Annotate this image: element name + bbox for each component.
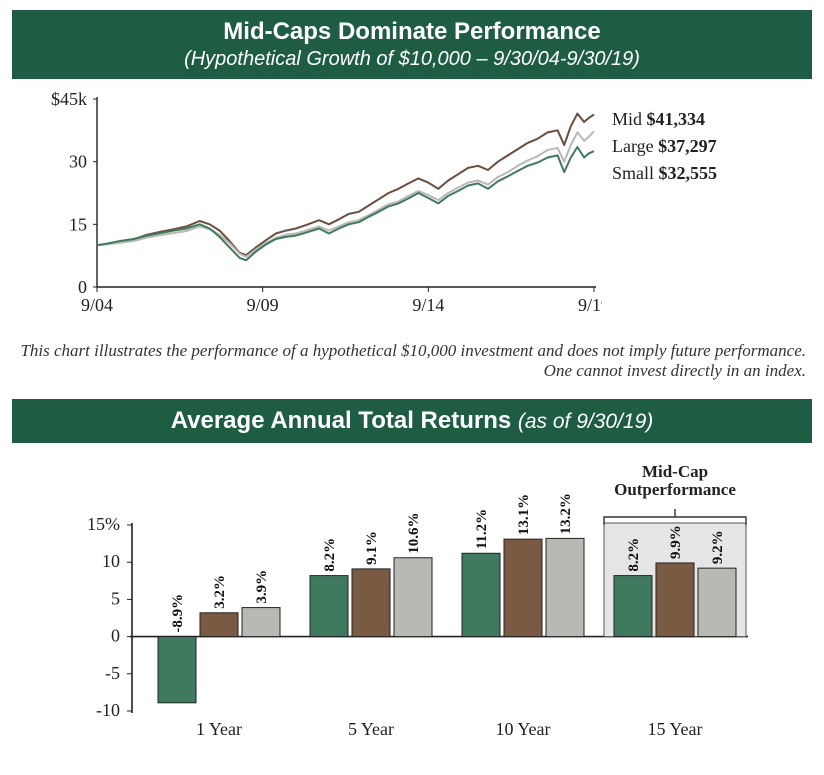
section1-title: Mid-Caps Dominate Performance bbox=[22, 18, 802, 46]
category-label: 1 Year bbox=[196, 719, 242, 739]
section1-header: Mid-Caps Dominate Performance (Hypotheti… bbox=[12, 10, 812, 79]
legend-row-large: Large $37,297 bbox=[612, 136, 717, 157]
bar-value-label: 8.2% bbox=[322, 538, 338, 572]
x-tick-label: 9/19 bbox=[578, 295, 602, 315]
section1-caption: This chart illustrates the performance o… bbox=[12, 337, 812, 399]
bar bbox=[158, 637, 196, 703]
bar bbox=[200, 613, 238, 637]
y-tick-label: $45k bbox=[51, 89, 87, 109]
bar bbox=[310, 576, 348, 637]
bar bbox=[394, 558, 432, 637]
y-tick-label: 5 bbox=[111, 588, 120, 608]
x-tick-label: 9/09 bbox=[247, 295, 279, 315]
line-chart: 0 15 30 $45k 9/04 9/09 9/14 9/19 bbox=[42, 87, 602, 317]
bar bbox=[462, 553, 500, 636]
bar-value-label: 8.2% bbox=[626, 538, 642, 572]
bar bbox=[504, 539, 542, 636]
y-tick-label: 30 bbox=[69, 152, 87, 172]
bar bbox=[546, 538, 584, 636]
bar bbox=[614, 576, 652, 637]
bar-value-label: 10.6% bbox=[406, 512, 422, 553]
bar-value-label: 9.9% bbox=[668, 525, 684, 559]
bar-value-label: 11.2% bbox=[474, 509, 490, 549]
growth-chart-block: 0 15 30 $45k 9/04 9/09 9/14 9/19 Mid $41,334 Lar… bbox=[12, 87, 812, 337]
y-tick-label: 10 bbox=[102, 551, 120, 571]
section2-title-b: (as of 9/30/19) bbox=[518, 410, 653, 433]
bar-value-label: 13.1% bbox=[516, 494, 532, 535]
bar-value-label: 3.2% bbox=[212, 575, 228, 609]
bar-chart: -10 -5 0 5 10 15% Mid-CapOutperformance -8.9% 3.… bbox=[62, 463, 762, 743]
y-tick-label: -5 bbox=[105, 663, 120, 683]
line-chart-legend: Mid $41,334 Large $37,297 Small $32,555 bbox=[602, 87, 717, 337]
bar-value-label: 3.9% bbox=[254, 570, 270, 604]
legend-row-mid: Mid $41,334 bbox=[612, 109, 717, 130]
bar-value-label: -8.9% bbox=[170, 594, 186, 633]
bar bbox=[656, 563, 694, 637]
y-tick-label: 0 bbox=[78, 277, 87, 297]
y-tick-label: 0 bbox=[111, 626, 120, 646]
bar-value-label: 13.2% bbox=[558, 493, 574, 534]
bar bbox=[242, 608, 280, 637]
section1-subtitle: (Hypothetical Growth of $10,000 – 9/30/0… bbox=[22, 48, 802, 71]
line-chart-svg: 0 15 30 $45k 9/04 9/09 9/14 9/19 bbox=[42, 87, 602, 317]
bar bbox=[352, 569, 390, 637]
section2-header: Average Annual Total Returns (as of 9/30… bbox=[12, 399, 812, 443]
y-tick-label: 15% bbox=[87, 514, 120, 534]
x-tick-label: 9/14 bbox=[412, 295, 444, 315]
y-tick-label: -10 bbox=[96, 700, 120, 720]
series-large bbox=[97, 131, 594, 257]
x-tick-label: 9/04 bbox=[81, 295, 113, 315]
category-label: 5 Year bbox=[348, 719, 394, 739]
bar bbox=[698, 568, 736, 636]
category-label: 10 Year bbox=[495, 719, 550, 739]
bar-value-label: 9.1% bbox=[364, 531, 380, 565]
bar-chart-svg: -10 -5 0 5 10 15% Mid-CapOutperformance -8.9% 3.… bbox=[62, 463, 762, 743]
category-label: 15 Year bbox=[647, 719, 702, 739]
section2-title-a: Average Annual Total Returns bbox=[171, 407, 518, 434]
legend-row-small: Small $32,555 bbox=[612, 163, 717, 184]
callout-label: Outperformance bbox=[614, 480, 736, 499]
y-tick-label: 15 bbox=[69, 214, 87, 234]
bar-value-label: 9.2% bbox=[710, 530, 726, 564]
callout-label: Mid-Cap bbox=[642, 463, 708, 481]
